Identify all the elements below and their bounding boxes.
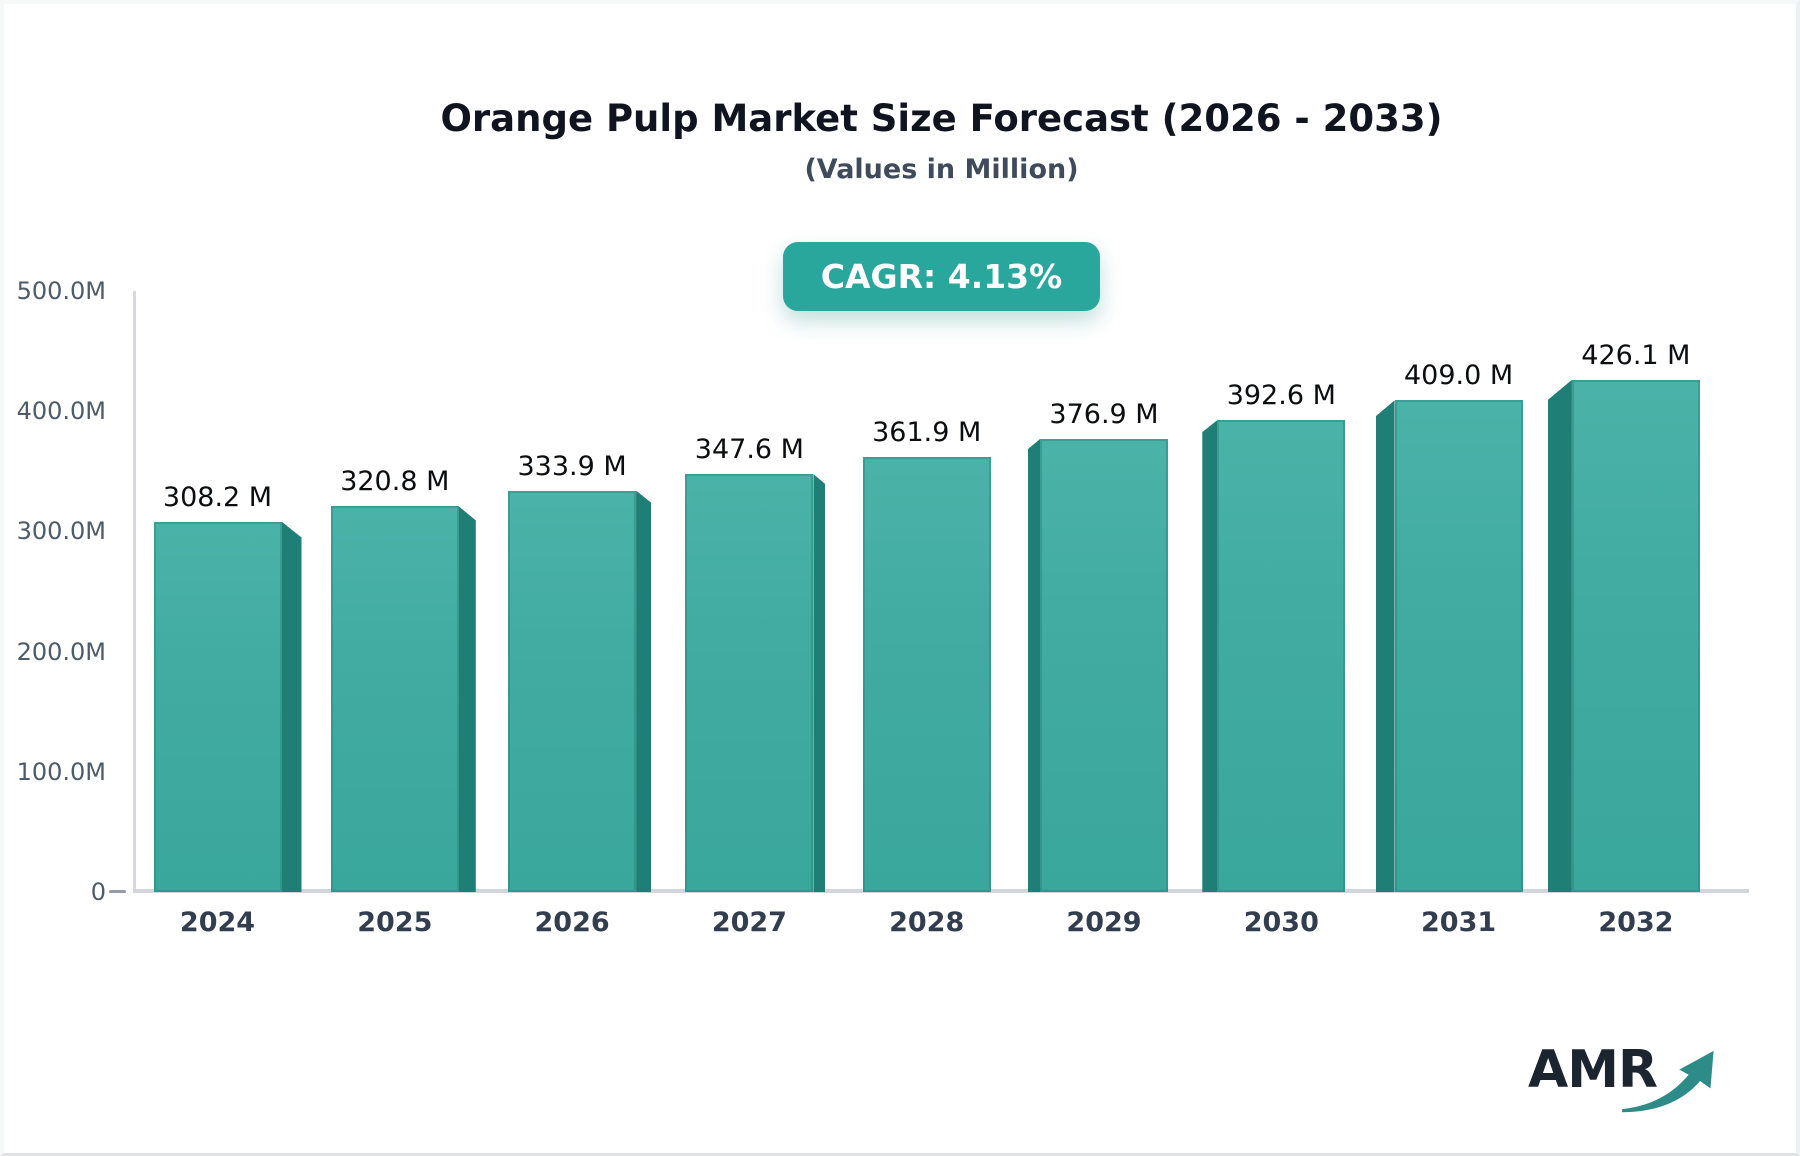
x-axis-label-2030: 2030 — [1243, 907, 1319, 938]
bar-2029[interactable] — [1040, 438, 1168, 892]
y-axis-tick-label: 200.0M — [16, 637, 106, 666]
bar-side-face-2025 — [458, 506, 476, 892]
x-axis-label-2032: 2032 — [1598, 907, 1674, 938]
bar-side-face-2024 — [281, 521, 302, 892]
amr-logo: AMR — [1528, 1036, 1728, 1126]
bar-2025[interactable] — [330, 506, 459, 892]
x-axis-label-2028: 2028 — [889, 907, 965, 938]
bar-value-label: 320.8 M — [340, 466, 450, 498]
x-axis-label-2029: 2029 — [1066, 907, 1142, 938]
x-axis-label-2024: 2024 — [179, 907, 256, 938]
amr-logo-text: AMR — [1528, 1040, 1658, 1100]
bar-value-label: 333.9 M — [517, 450, 627, 482]
bar-side-face-2031 — [1375, 400, 1395, 892]
bar-side-face-2029 — [1028, 438, 1040, 892]
bar-2031[interactable] — [1394, 400, 1523, 892]
bar-2026[interactable] — [508, 490, 637, 892]
y-axis-tick-label: 0 — [90, 878, 106, 906]
bar-side-face-2032 — [1547, 379, 1572, 892]
bar-value-label: 308.2 M — [162, 481, 273, 513]
x-axis-label-2027: 2027 — [711, 907, 787, 938]
y-axis-tick-label: 300.0M — [16, 517, 106, 546]
bar-value-label: 409.0 M — [1404, 360, 1514, 392]
bar-side-face-2030 — [1202, 420, 1218, 892]
cagr-badge: CAGR: 4.13% — [782, 242, 1101, 311]
x-axis-label-2031: 2031 — [1421, 907, 1497, 938]
chart-title: Orange Pulp Market Size Forecast (2026 -… — [440, 97, 1443, 140]
y-axis-line — [133, 291, 136, 892]
chart-header: Orange Pulp Market Size Forecast (2026 -… — [134, 96, 1749, 311]
bar-value-label: 376.9 M — [1049, 398, 1159, 430]
bar-value-label: 392.6 M — [1226, 380, 1336, 412]
bar-2024[interactable] — [153, 521, 282, 892]
zero-tick-mark — [109, 890, 126, 893]
growth-arrow-icon — [1622, 1050, 1714, 1113]
bar-value-label: 426.1 M — [1581, 339, 1691, 371]
bar-2030[interactable] — [1217, 420, 1346, 892]
y-axis-tick-label: 100.0M — [16, 757, 106, 786]
bar-2028[interactable] — [862, 456, 991, 892]
bar-2027[interactable] — [685, 474, 814, 892]
y-axis-tick-label: 400.0M — [16, 397, 106, 426]
bar-2032[interactable] — [1571, 379, 1700, 892]
y-axis-tick-label: 500.0M — [16, 277, 106, 305]
x-axis-label-2025: 2025 — [357, 907, 433, 938]
bar-side-face-2027 — [813, 474, 826, 892]
x-axis-label-2026: 2026 — [534, 907, 610, 938]
bar-value-label: 361.9 M — [872, 416, 982, 448]
chart-subtitle: (Values in Million) — [804, 154, 1079, 185]
bar-value-label: 347.6 M — [694, 434, 804, 466]
bar-side-face-2026 — [636, 490, 652, 892]
